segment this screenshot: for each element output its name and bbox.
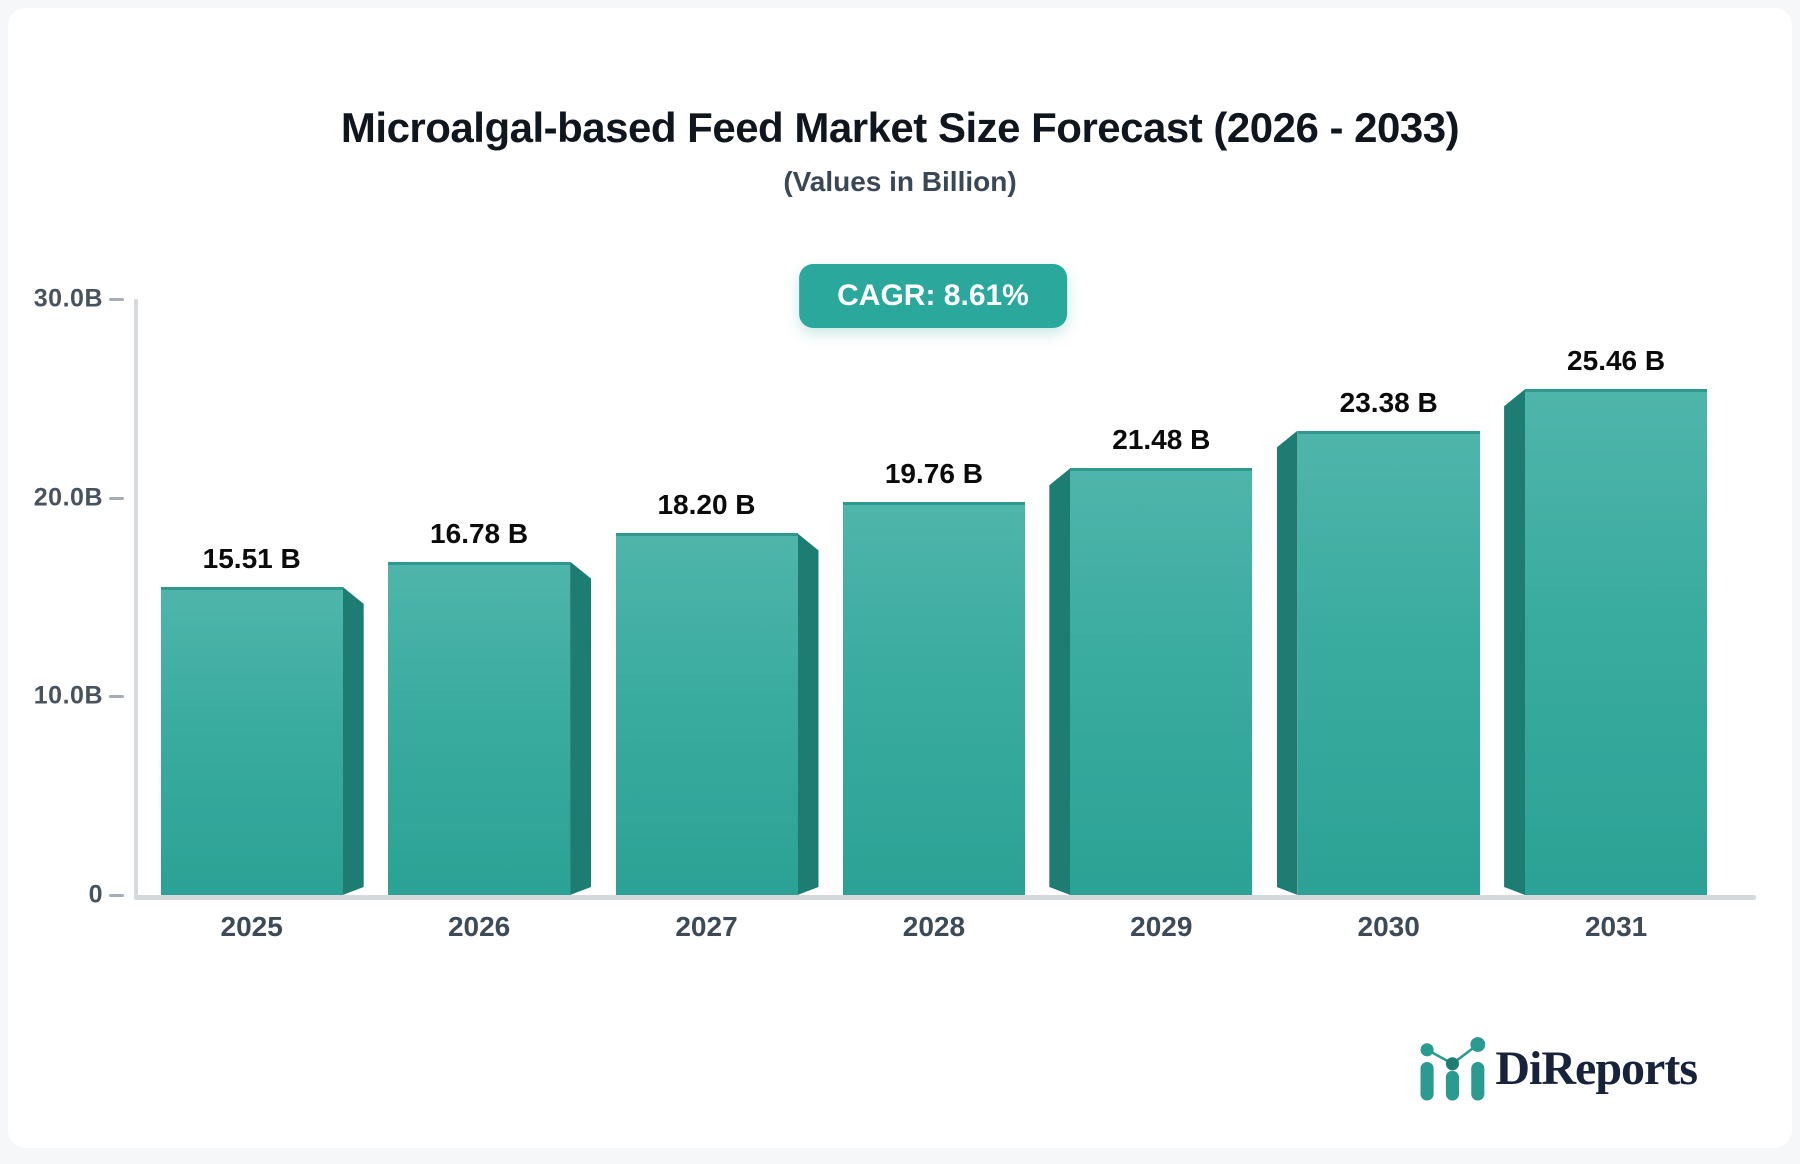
- y-axis-tick: [109, 894, 124, 897]
- x-axis-label: 2025: [220, 911, 283, 942]
- bar-value-label: 23.38 B: [1339, 386, 1438, 418]
- x-axis-label: 2031: [1584, 911, 1648, 942]
- y-axis-line: [134, 299, 138, 897]
- direports-logo: DiReports: [1417, 1034, 1698, 1104]
- mini-bar-line-chart-icon: [1420, 1037, 1486, 1101]
- x-axis-label: 2030: [1357, 911, 1420, 942]
- chart-card: Microalgal-based Feed Market Size Foreca…: [8, 8, 1792, 1148]
- y-axis-label: 30.0B: [33, 284, 103, 313]
- bar-3d-side: [343, 587, 364, 895]
- bar: [1297, 430, 1480, 895]
- bar-value-label: 21.48 B: [1112, 424, 1211, 456]
- bar: [160, 586, 343, 895]
- y-axis-label: 20.0B: [33, 483, 103, 512]
- x-axis-label: 2026: [447, 911, 511, 942]
- bar: [1070, 468, 1253, 895]
- chart-subtitle: (Values in Billion): [783, 166, 1017, 197]
- bar: [615, 533, 798, 895]
- chart-title: Microalgal-based Feed Market Size Foreca…: [340, 104, 1460, 151]
- bar-3d-side: [798, 533, 819, 895]
- y-axis-tick: [109, 298, 124, 301]
- bar: [388, 561, 571, 895]
- y-axis-tick: [109, 695, 124, 699]
- bar-value-label: 18.20 B: [657, 489, 756, 521]
- x-axis-label: 2027: [675, 911, 738, 942]
- logo-text: DiReports: [1495, 1042, 1698, 1095]
- bar-value-label: 19.76 B: [884, 458, 983, 490]
- x-axis-label: 2029: [1130, 911, 1193, 942]
- bar-value-label: 15.51 B: [202, 542, 301, 574]
- x-axis-line: [134, 895, 1756, 900]
- bar-3d-side: [1277, 431, 1298, 895]
- bar-3d-side: [1504, 389, 1525, 895]
- bar-value-label: 16.78 B: [430, 517, 529, 549]
- bar-3d-side: [570, 562, 591, 895]
- y-axis-label: 10.0B: [33, 681, 103, 710]
- y-axis-tick: [109, 496, 124, 500]
- bar-3d-side: [1049, 468, 1070, 895]
- bar: [1525, 389, 1708, 895]
- bar-chart-plot-area: 0 10.0B 20.0B 30.0B 15.51 B 16.78 B 18.20 B 19…: [8, 8, 1800, 1164]
- x-axis-label: 2028: [902, 911, 966, 942]
- bar-value-label: 25.46 B: [1567, 345, 1666, 377]
- bar: [842, 502, 1025, 895]
- y-axis-label: 0: [88, 880, 103, 909]
- cagr-badge: CAGR: 8.61%: [799, 264, 1067, 328]
